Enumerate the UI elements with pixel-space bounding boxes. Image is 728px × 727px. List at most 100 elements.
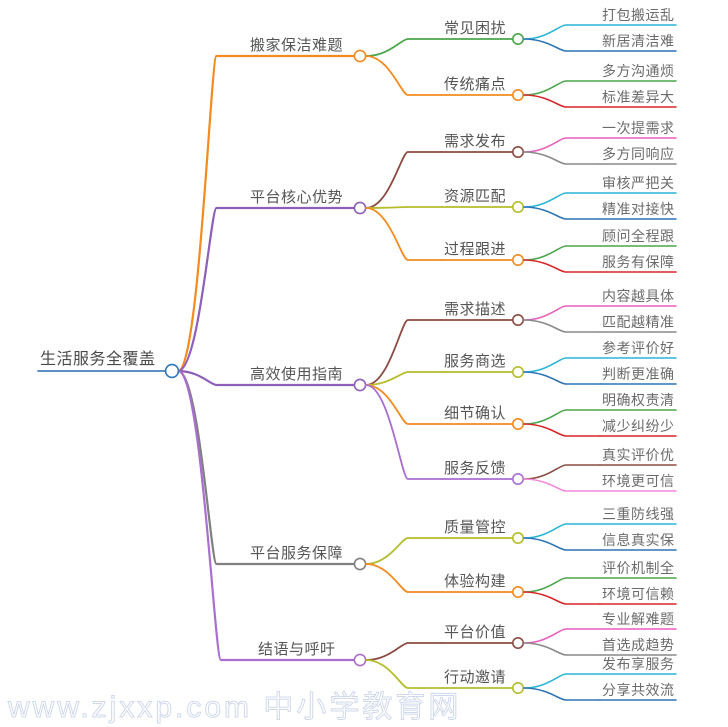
connector-curve [365, 206, 443, 209]
connector-curve [523, 642, 601, 656]
connector-curve [523, 80, 601, 96]
subnode-label-2-2[interactable]: 资源匹配 [444, 188, 507, 205]
leaf-label-2-2-1[interactable]: 审核严把关 [602, 175, 675, 191]
connector-curve [523, 673, 601, 689]
node-dot[interactable] [511, 313, 524, 326]
node-dot[interactable] [511, 531, 524, 544]
leaf-label-3-3-1[interactable]: 明确权责清 [602, 392, 675, 408]
connector-curve [365, 38, 443, 57]
leaf-label-1-2-2[interactable]: 标准差异大 [602, 89, 675, 105]
node-dot[interactable] [511, 636, 524, 649]
node-dot[interactable] [511, 201, 524, 214]
connector-curve [176, 369, 250, 387]
connector-curve [523, 464, 601, 480]
leaf-label-3-4-2[interactable]: 环境更可信 [602, 473, 675, 489]
connector-curve [523, 245, 601, 261]
connector-curve [523, 478, 601, 492]
connector-curve [365, 384, 443, 425]
connector-curve [523, 24, 601, 40]
node-dot[interactable] [511, 32, 524, 45]
leaf-label-1-1-2[interactable]: 新居清洁难 [602, 33, 675, 49]
node-dot[interactable] [511, 365, 524, 378]
leaf-label-5-2-2[interactable]: 分享共效流 [602, 682, 675, 698]
connector-curve [523, 523, 601, 539]
connector-curve [176, 369, 250, 566]
leaf-label-3-1-2[interactable]: 匹配越精准 [602, 314, 675, 330]
node-dot[interactable] [164, 363, 180, 379]
connector-curve [523, 94, 601, 108]
subnode-label-3-2[interactable]: 服务商选 [444, 353, 507, 370]
leaf-label-2-3-2[interactable]: 服务有保障 [602, 254, 675, 270]
subnode-label-4-2[interactable]: 体验构建 [444, 573, 507, 590]
leaf-label-5-1-2[interactable]: 首选成趋势 [602, 637, 675, 653]
leaf-label-2-1-1[interactable]: 一次提需求 [602, 120, 675, 136]
leaf-label-5-1-1[interactable]: 专业解难题 [602, 611, 675, 627]
leaf-label-2-1-2[interactable]: 多方同响应 [602, 146, 675, 162]
leaf-label-4-1-2[interactable]: 信息真实保 [602, 532, 675, 548]
subnode-label-2-1[interactable]: 需求发布 [444, 133, 507, 150]
branch-node-label-3[interactable]: 高效使用指南 [250, 366, 344, 383]
branch-node-label-1[interactable]: 搬家保洁难题 [250, 37, 344, 54]
leaf-label-1-1-1[interactable]: 打包搬运乱 [602, 7, 675, 23]
connector-curve [365, 384, 443, 480]
root-node-label[interactable]: 生活服务全覆盖 [40, 351, 156, 368]
node-dot[interactable] [353, 49, 367, 63]
leaf-label-4-1-1[interactable]: 三重防线强 [602, 506, 675, 522]
connector-curve [523, 38, 601, 52]
connector-curve [523, 591, 601, 605]
connector-curve [365, 659, 443, 689]
subnode-label-3-3[interactable]: 细节确认 [444, 405, 507, 422]
leaf-label-1-2-1[interactable]: 多方沟通烦 [602, 63, 675, 79]
connector-curve [523, 305, 601, 321]
connector-curve [365, 642, 443, 661]
leaf-label-3-3-2[interactable]: 减少纠纷少 [602, 418, 675, 434]
node-dot[interactable] [353, 557, 367, 571]
connector-curve [523, 577, 601, 593]
subnode-label-1-1[interactable]: 常见困扰 [444, 20, 507, 37]
connector-curve [365, 319, 443, 386]
leaf-label-2-2-2[interactable]: 精准对接快 [602, 201, 675, 217]
connector-curve [523, 206, 601, 220]
node-dot[interactable] [511, 417, 524, 430]
connector-curve [176, 369, 258, 662]
connector-curve [523, 687, 601, 701]
connector-curve [365, 563, 443, 593]
node-dot[interactable] [353, 378, 367, 392]
leaf-label-4-2-2[interactable]: 环境可信赖 [602, 586, 675, 602]
connector-curve [523, 319, 601, 333]
subnode-label-4-1[interactable]: 质量管控 [444, 519, 507, 536]
leaf-label-3-4-1[interactable]: 真实评价优 [602, 447, 675, 463]
leaf-label-4-2-1[interactable]: 评价机制全 [602, 560, 675, 576]
branch-node-label-5[interactable]: 结语与呼吁 [258, 641, 336, 658]
leaf-label-3-1-1[interactable]: 内容越具体 [602, 288, 675, 304]
subnode-label-2-3[interactable]: 过程跟进 [444, 241, 507, 258]
subnode-label-5-2[interactable]: 行动邀请 [444, 669, 507, 686]
node-dot[interactable] [353, 201, 367, 215]
leaf-label-3-2-1[interactable]: 参考评价好 [602, 340, 675, 356]
connector-curve [365, 207, 443, 261]
subnode-label-1-2[interactable]: 传统痛点 [444, 76, 507, 93]
connector-curve [523, 192, 601, 208]
subnode-label-5-1[interactable]: 平台价值 [444, 624, 507, 641]
leaf-label-5-2-1[interactable]: 发布享服务 [602, 656, 675, 672]
node-dot[interactable] [511, 89, 524, 102]
connector-curve [523, 151, 601, 165]
subnode-label-3-4[interactable]: 服务反馈 [444, 460, 507, 477]
connector-curve [176, 54, 250, 373]
connector-curve [523, 423, 601, 437]
subnode-label-3-1[interactable]: 需求描述 [444, 301, 507, 318]
leaf-label-3-2-2[interactable]: 判断更准确 [602, 366, 675, 382]
node-dot[interactable] [511, 254, 524, 267]
node-dot[interactable] [511, 146, 524, 159]
connector-curve [523, 628, 601, 644]
node-dot[interactable] [511, 472, 524, 485]
connector-curve [523, 357, 601, 373]
branch-node-label-4[interactable]: 平台服务保障 [250, 545, 344, 562]
branch-node-label-2[interactable]: 平台核心优势 [250, 189, 344, 206]
node-dot[interactable] [511, 585, 524, 598]
leaf-label-2-3-1[interactable]: 顾问全程跟 [602, 228, 675, 244]
node-dot[interactable] [353, 653, 367, 667]
node-dot[interactable] [511, 681, 524, 694]
